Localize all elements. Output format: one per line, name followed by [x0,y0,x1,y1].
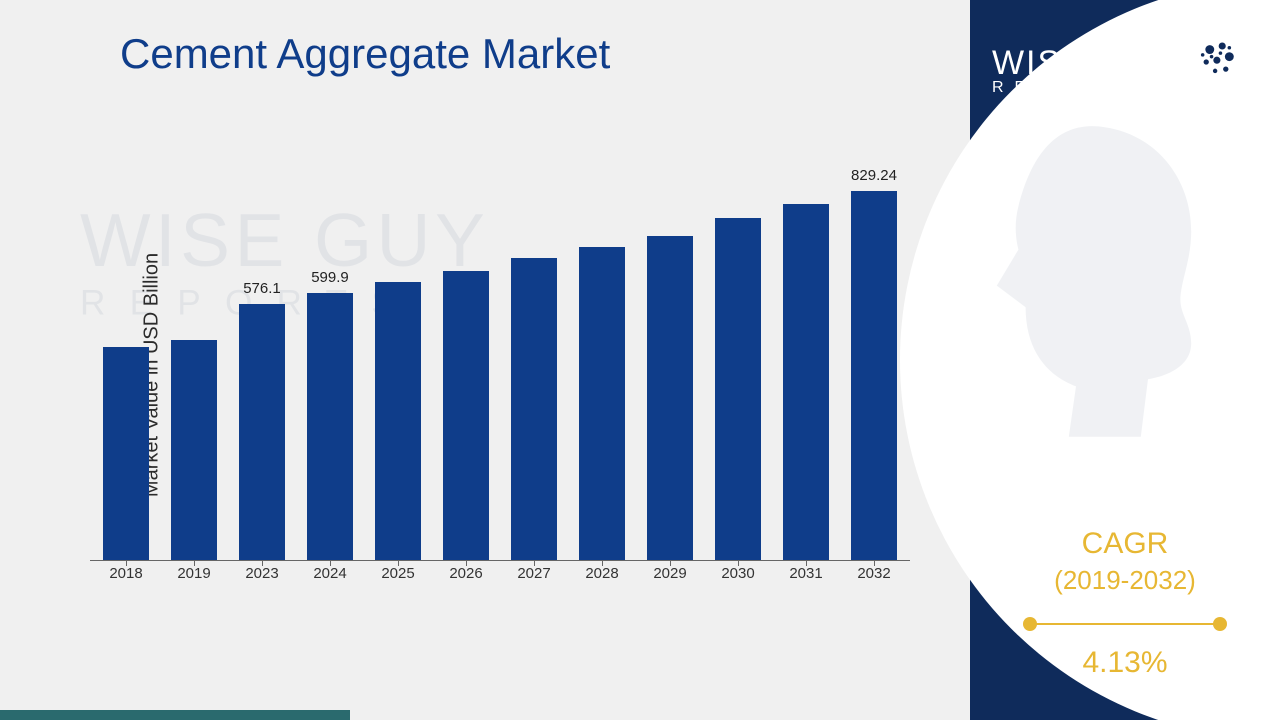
bar-column: 599.9 [300,269,360,560]
bar [307,293,353,560]
bar-column: . [436,247,496,560]
chart-plot-area: .. 576.1 599.9....... 829.24 [90,160,910,560]
cagr-period: (2019-2032) [1010,565,1240,596]
x-tick-label: 2019 [164,565,224,591]
bar-column: 576.1 [232,280,292,560]
bar-column: . [368,258,428,560]
x-tick-label: 2028 [572,565,632,591]
x-tick-label: 2026 [436,565,496,591]
bar [715,218,761,560]
bar-chart: Market Value in USD Billion ..576.1599.9… [40,160,920,590]
x-tick-label: 2032 [844,565,904,591]
x-tick-label: 2023 [232,565,292,591]
bar-value-label: 829.24 [851,167,897,185]
cagr-callout: CAGR (2019-2032) 4.13% [1010,527,1240,680]
head-silhouette-icon [1182,30,1250,110]
infographic-stage: Cement Aggregate Market WISE GUY REPORTS… [0,0,1280,720]
bar-column: . [708,194,768,560]
bar [103,347,149,560]
bar-column: . [164,316,224,560]
x-tick-label: 2025 [368,565,428,591]
x-tick-label: 2024 [300,565,360,591]
x-tick-label: 2018 [96,565,156,591]
bar-column: 829.24 [844,167,904,560]
brand-name-top: WISE GUY [992,44,1178,83]
bar-column: . [640,212,700,560]
cagr-value: 4.13% [1010,646,1240,680]
x-axis-labels: 2018 2019 2023 2024 2025 2026 2027 2028 2029 2030… [90,565,910,591]
x-tick-label: 2030 [708,565,768,591]
bar [375,282,421,560]
bar [579,247,625,560]
brand-logo: WISE GUY REPORTS [992,30,1250,110]
bar [171,340,217,560]
bottom-accent-bar [0,710,350,720]
bar [239,304,285,560]
bar [851,191,897,560]
x-tick-label: 2027 [504,565,564,591]
cagr-divider [1025,614,1225,634]
bar-value-label: 576.1 [243,280,281,298]
bar-column: . [776,180,836,560]
bar-column: . [504,234,564,560]
bar [647,236,693,560]
x-tick-label: 2031 [776,565,836,591]
cagr-title: CAGR [1010,527,1240,561]
bar [511,258,557,560]
chart-title: Cement Aggregate Market [120,30,610,78]
bar [443,271,489,560]
bar-value-label: 599.9 [311,269,349,287]
bar [783,204,829,560]
x-tick-label: 2029 [640,565,700,591]
bar-column: . [96,323,156,560]
bar-column: . [572,223,632,560]
